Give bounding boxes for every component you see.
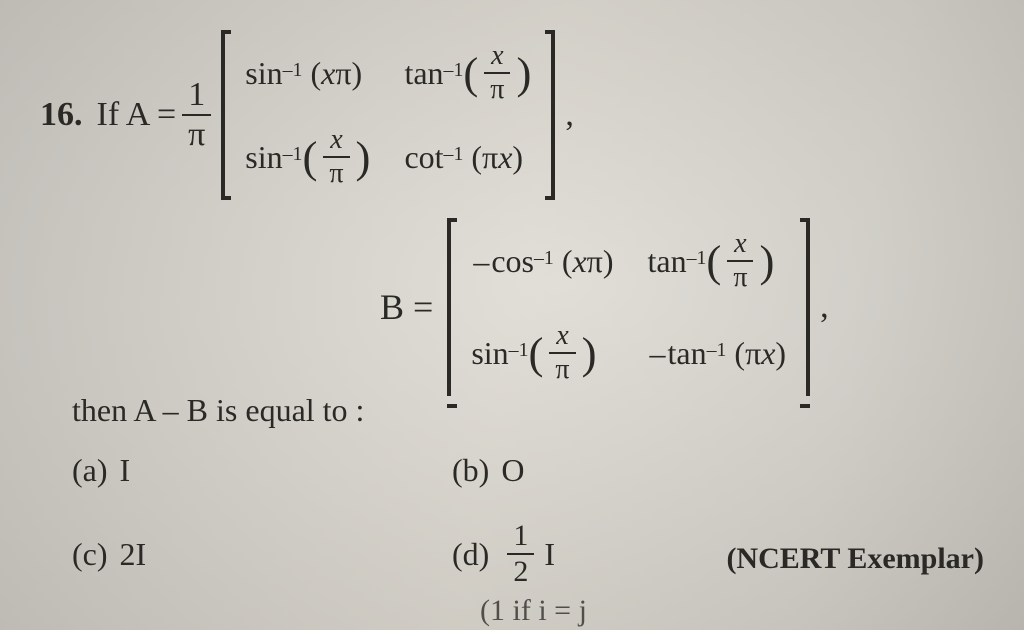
trailing-comma-B: , <box>820 288 829 326</box>
frac-num: x <box>728 228 752 260</box>
matrix-A-cell-2-1: sin–1 ( x π ) <box>245 124 370 190</box>
matrix-A-grid: sin–1 (xπ) tan–1 ( x π ) sin–1 ( <box>231 30 545 200</box>
option-row-1: (a) I (b) O <box>72 452 984 489</box>
B-equals: B = <box>380 286 433 328</box>
source-attribution: (NCERT Exemplar) <box>726 542 984 576</box>
definition-of-B: B = – cos–1 (xπ) tan–1 ( x π ) <box>380 218 829 396</box>
fraction-numerator: 1 <box>182 76 211 114</box>
definition-of-A: 16. If A = 1 π sin–1 (xπ) tan–1 ( x π <box>40 30 984 200</box>
option-c-label: (c) <box>72 536 108 573</box>
matrix-A-cell-1-2: tan–1 ( x π ) <box>404 40 531 106</box>
option-a: (a) I <box>72 452 452 489</box>
question-page: 16. If A = 1 π sin–1 (xπ) tan–1 ( x π <box>0 0 1024 630</box>
matrix-B-cell-1-2: tan–1 ( x π ) <box>647 228 786 294</box>
frac-num: x <box>550 320 574 352</box>
matrix-B-cell-1-1: – cos–1 (xπ) <box>471 243 613 280</box>
option-c-value: 2I <box>120 536 147 573</box>
frac-den: π <box>484 74 510 106</box>
option-a-label: (a) <box>72 452 108 489</box>
frac-den: π <box>323 158 349 190</box>
frac-num: x <box>485 40 509 72</box>
option-d: (d) 1 2 I <box>452 519 555 589</box>
matrix-B: – cos–1 (xπ) tan–1 ( x π ) sin–1 ( <box>447 218 810 396</box>
question-number: 16. <box>40 96 83 134</box>
matrix-A-cell-1-1: sin–1 (xπ) <box>245 55 370 92</box>
option-b-label: (b) <box>452 452 489 489</box>
option-d-label: (d) <box>452 536 489 573</box>
frac-num: x <box>324 124 348 156</box>
matrix-B-cell-2-1: sin–1 ( x π ) <box>471 320 613 386</box>
then-A-minus-B: then A – B is equal to : <box>72 392 364 429</box>
option-c: (c) 2I <box>72 519 452 589</box>
trailing-comma-A: , <box>565 96 574 134</box>
if-A-equals: If A = <box>97 96 177 134</box>
matrix-B-cell-2-2: – tan–1 (πx) <box>647 335 786 372</box>
cutoff-next-question: (1 if i = j <box>480 594 587 628</box>
scalar-one-over-pi: 1 π <box>182 76 211 154</box>
left-bracket <box>447 218 457 396</box>
matrix-B-grid: – cos–1 (xπ) tan–1 ( x π ) sin–1 ( <box>457 218 800 396</box>
matrix-A: sin–1 (xπ) tan–1 ( x π ) sin–1 ( <box>221 30 555 200</box>
attribution-text: (NCERT Exemplar) <box>726 542 984 575</box>
frac-den: π <box>549 354 575 386</box>
right-bracket <box>545 30 555 200</box>
fraction-denominator: π <box>182 116 211 154</box>
option-d-frac-den: 2 <box>507 555 534 589</box>
option-d-suffix: I <box>544 536 555 573</box>
option-b: (b) O <box>452 452 524 489</box>
option-d-frac-num: 1 <box>507 519 534 553</box>
right-bracket <box>800 218 810 396</box>
option-b-value: O <box>501 452 524 489</box>
option-a-value: I <box>120 452 131 489</box>
left-bracket <box>221 30 231 200</box>
frac-den: π <box>727 262 753 294</box>
matrix-A-cell-2-2: cot–1 (πx) <box>404 139 531 176</box>
